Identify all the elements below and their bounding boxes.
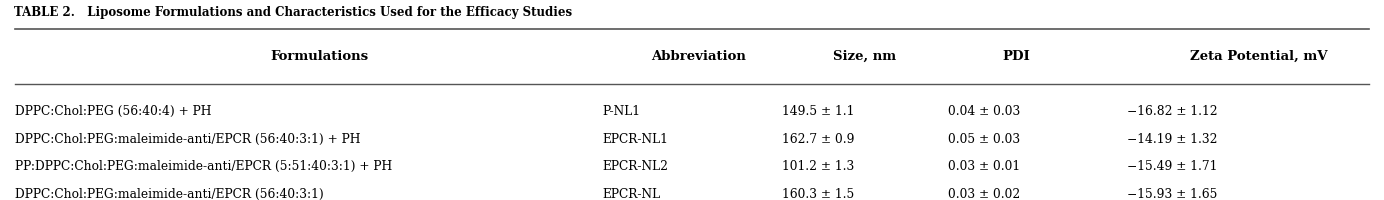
Text: 0.05 ± 0.03: 0.05 ± 0.03	[948, 133, 1020, 146]
Text: 149.5 ± 1.1: 149.5 ± 1.1	[782, 105, 854, 118]
Text: DPPC:Chol:PEG (56:40:4) + PH: DPPC:Chol:PEG (56:40:4) + PH	[15, 105, 212, 118]
Text: PP:DPPC:Chol:PEG:maleimide-anti/EPCR (5:51:40:3:1) + PH: PP:DPPC:Chol:PEG:maleimide-anti/EPCR (5:…	[15, 160, 393, 173]
Text: DPPC:Chol:PEG:maleimide-anti/EPCR (56:40:3:1): DPPC:Chol:PEG:maleimide-anti/EPCR (56:40…	[15, 188, 324, 200]
Text: 101.2 ± 1.3: 101.2 ± 1.3	[782, 160, 854, 173]
Text: TABLE 2.   Liposome Formulations and Characteristics Used for the Efficacy Studi: TABLE 2. Liposome Formulations and Chara…	[14, 6, 572, 19]
Text: −15.93 ± 1.65: −15.93 ± 1.65	[1127, 188, 1218, 200]
Text: Size, nm: Size, nm	[833, 50, 897, 63]
Text: 0.03 ± 0.02: 0.03 ± 0.02	[948, 188, 1020, 200]
Text: Zeta Potential, mV: Zeta Potential, mV	[1190, 50, 1327, 63]
Text: 0.03 ± 0.01: 0.03 ± 0.01	[948, 160, 1020, 173]
Text: 162.7 ± 0.9: 162.7 ± 0.9	[782, 133, 854, 146]
Text: −16.82 ± 1.12: −16.82 ± 1.12	[1127, 105, 1218, 118]
Text: EPCR-NL1: EPCR-NL1	[602, 133, 668, 146]
Text: −14.19 ± 1.32: −14.19 ± 1.32	[1127, 133, 1218, 146]
Text: EPCR-NL: EPCR-NL	[602, 188, 660, 200]
Text: EPCR-NL2: EPCR-NL2	[602, 160, 668, 173]
Text: Abbreviation: Abbreviation	[652, 50, 746, 63]
Text: P-NL1: P-NL1	[602, 105, 641, 118]
Text: DPPC:Chol:PEG:maleimide-anti/EPCR (56:40:3:1) + PH: DPPC:Chol:PEG:maleimide-anti/EPCR (56:40…	[15, 133, 361, 146]
Text: 160.3 ± 1.5: 160.3 ± 1.5	[782, 188, 854, 200]
Text: −15.49 ± 1.71: −15.49 ± 1.71	[1127, 160, 1218, 173]
Text: Formulations: Formulations	[270, 50, 368, 63]
Text: 0.04 ± 0.03: 0.04 ± 0.03	[948, 105, 1020, 118]
Text: PDI: PDI	[1003, 50, 1031, 63]
